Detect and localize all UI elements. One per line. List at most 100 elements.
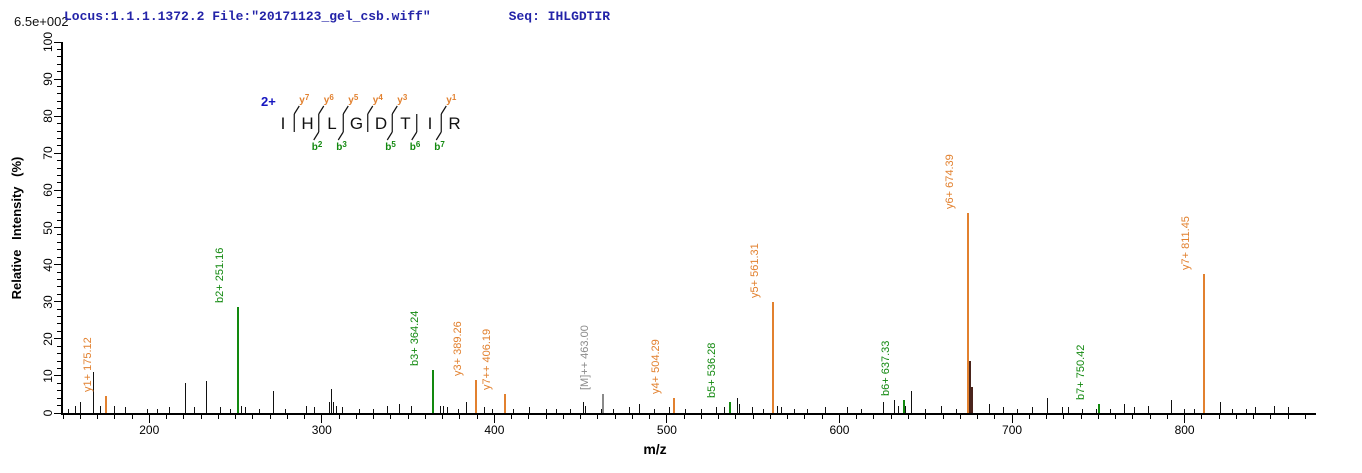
y-minor-tick bbox=[57, 167, 61, 169]
x-minor-tick bbox=[424, 415, 426, 419]
x-minor-tick bbox=[62, 415, 64, 419]
peak-unassigned bbox=[1123, 403, 1125, 413]
y-minor-tick bbox=[57, 204, 61, 206]
peak-unassigned bbox=[585, 405, 587, 413]
x-minor-tick bbox=[562, 415, 564, 419]
peak-unassigned bbox=[1287, 407, 1289, 413]
y-minor-tick bbox=[57, 293, 61, 295]
x-tick-label: 500 bbox=[656, 423, 677, 437]
peak-unassigned bbox=[305, 405, 307, 413]
peak-unassigned bbox=[669, 407, 671, 413]
y-major-tick bbox=[54, 227, 61, 228]
x-minor-tick bbox=[994, 415, 996, 419]
x-minor-tick bbox=[821, 415, 823, 419]
y-major-tick bbox=[54, 189, 61, 191]
intensity-scale-label: 6.5e+002 bbox=[14, 14, 69, 29]
y-tick-label: 0 bbox=[41, 409, 55, 417]
y-minor-tick bbox=[57, 330, 61, 332]
y-tick-label: 100 bbox=[41, 31, 55, 53]
x-minor-tick bbox=[1149, 415, 1151, 419]
y-ion-tick bbox=[391, 105, 398, 115]
sequence-label: Seq: IHLGDTIR bbox=[508, 9, 611, 24]
x-minor-tick bbox=[890, 415, 892, 419]
x-minor-tick bbox=[355, 415, 357, 419]
x-minor-tick bbox=[752, 415, 754, 419]
b-ion-label: b7 bbox=[434, 140, 445, 153]
y-ion-tick bbox=[440, 105, 447, 115]
y-tick-label: 30 bbox=[41, 295, 55, 309]
y-ion-tick bbox=[318, 105, 325, 115]
x-minor-tick bbox=[511, 415, 513, 419]
y-minor-tick bbox=[57, 345, 61, 347]
peak-unassigned bbox=[1032, 407, 1034, 413]
residue-letter: H bbox=[301, 114, 313, 133]
y-minor-tick bbox=[57, 130, 61, 132]
y-ion-tick bbox=[342, 105, 349, 115]
y-major-tick bbox=[54, 264, 61, 266]
x-minor-tick bbox=[1046, 415, 1048, 419]
peak-unassigned bbox=[654, 409, 656, 413]
y-minor-tick bbox=[57, 308, 61, 310]
peak-unassigned bbox=[715, 407, 717, 413]
x-minor-tick bbox=[908, 415, 909, 419]
peak-unassigned bbox=[492, 409, 494, 413]
y-minor-tick bbox=[57, 137, 61, 139]
y-minor-tick bbox=[57, 241, 61, 243]
peak-b-ion bbox=[902, 400, 905, 413]
peak-isotope bbox=[970, 387, 973, 413]
peak-unassigned bbox=[67, 409, 69, 413]
peak-unassigned bbox=[1047, 398, 1049, 413]
peak-unassigned bbox=[259, 409, 261, 413]
peak-unassigned bbox=[545, 409, 547, 413]
y-major-tick bbox=[54, 301, 61, 303]
y-tick-label: 80 bbox=[41, 109, 55, 123]
x-tick-label: 800 bbox=[1174, 423, 1195, 437]
y-tick-label: 50 bbox=[41, 220, 55, 235]
peak-unassigned bbox=[685, 409, 687, 413]
x-major-tick bbox=[148, 415, 150, 423]
x-minor-tick bbox=[1080, 415, 1082, 419]
x-minor-tick bbox=[304, 415, 306, 419]
peak-label: b3+ 364.24 bbox=[408, 310, 421, 367]
peak-unassigned bbox=[1184, 409, 1186, 413]
y-minor-tick bbox=[57, 390, 61, 392]
y-minor-tick bbox=[57, 286, 61, 288]
peak-unassigned bbox=[373, 409, 375, 413]
y-major-tick bbox=[54, 338, 61, 340]
y-tick-label: 10 bbox=[41, 369, 55, 383]
peak-y-ion bbox=[771, 301, 774, 413]
residue-letter: I bbox=[281, 114, 286, 133]
y-ion-label: y7 bbox=[299, 93, 310, 106]
peak-unassigned bbox=[582, 401, 584, 413]
y-minor-tick bbox=[57, 48, 61, 50]
peak-unassigned bbox=[898, 405, 900, 413]
x-minor-tick bbox=[476, 415, 478, 419]
b-ion-label: b3 bbox=[336, 140, 347, 153]
y-minor-tick bbox=[57, 278, 61, 280]
peak-unassigned bbox=[483, 407, 485, 413]
x-minor-tick bbox=[269, 415, 271, 419]
x-minor-tick bbox=[373, 415, 375, 419]
y-minor-tick bbox=[57, 382, 61, 384]
peak-unassigned bbox=[569, 409, 571, 413]
peak-unassigned bbox=[911, 390, 913, 413]
y-major-tick bbox=[54, 115, 61, 117]
b-ion-tick bbox=[313, 131, 320, 141]
y-minor-tick bbox=[57, 160, 61, 162]
peak-label: y4+ 504.29 bbox=[650, 339, 663, 395]
x-minor-tick bbox=[338, 415, 340, 419]
x-minor-tick bbox=[856, 415, 858, 419]
peak-unassigned bbox=[925, 409, 927, 413]
peak-unassigned bbox=[825, 407, 827, 413]
y-minor-tick bbox=[57, 353, 61, 355]
peak-unassigned bbox=[1232, 409, 1234, 413]
peak-unassigned bbox=[99, 405, 101, 413]
peak-unassigned bbox=[752, 407, 754, 413]
peak-unassigned bbox=[555, 409, 557, 413]
x-tick-label: 700 bbox=[1002, 423, 1023, 437]
x-minor-tick bbox=[631, 415, 633, 419]
peak-y-ion bbox=[673, 398, 676, 413]
x-minor-tick bbox=[977, 415, 979, 419]
peak-unassigned bbox=[443, 405, 445, 413]
